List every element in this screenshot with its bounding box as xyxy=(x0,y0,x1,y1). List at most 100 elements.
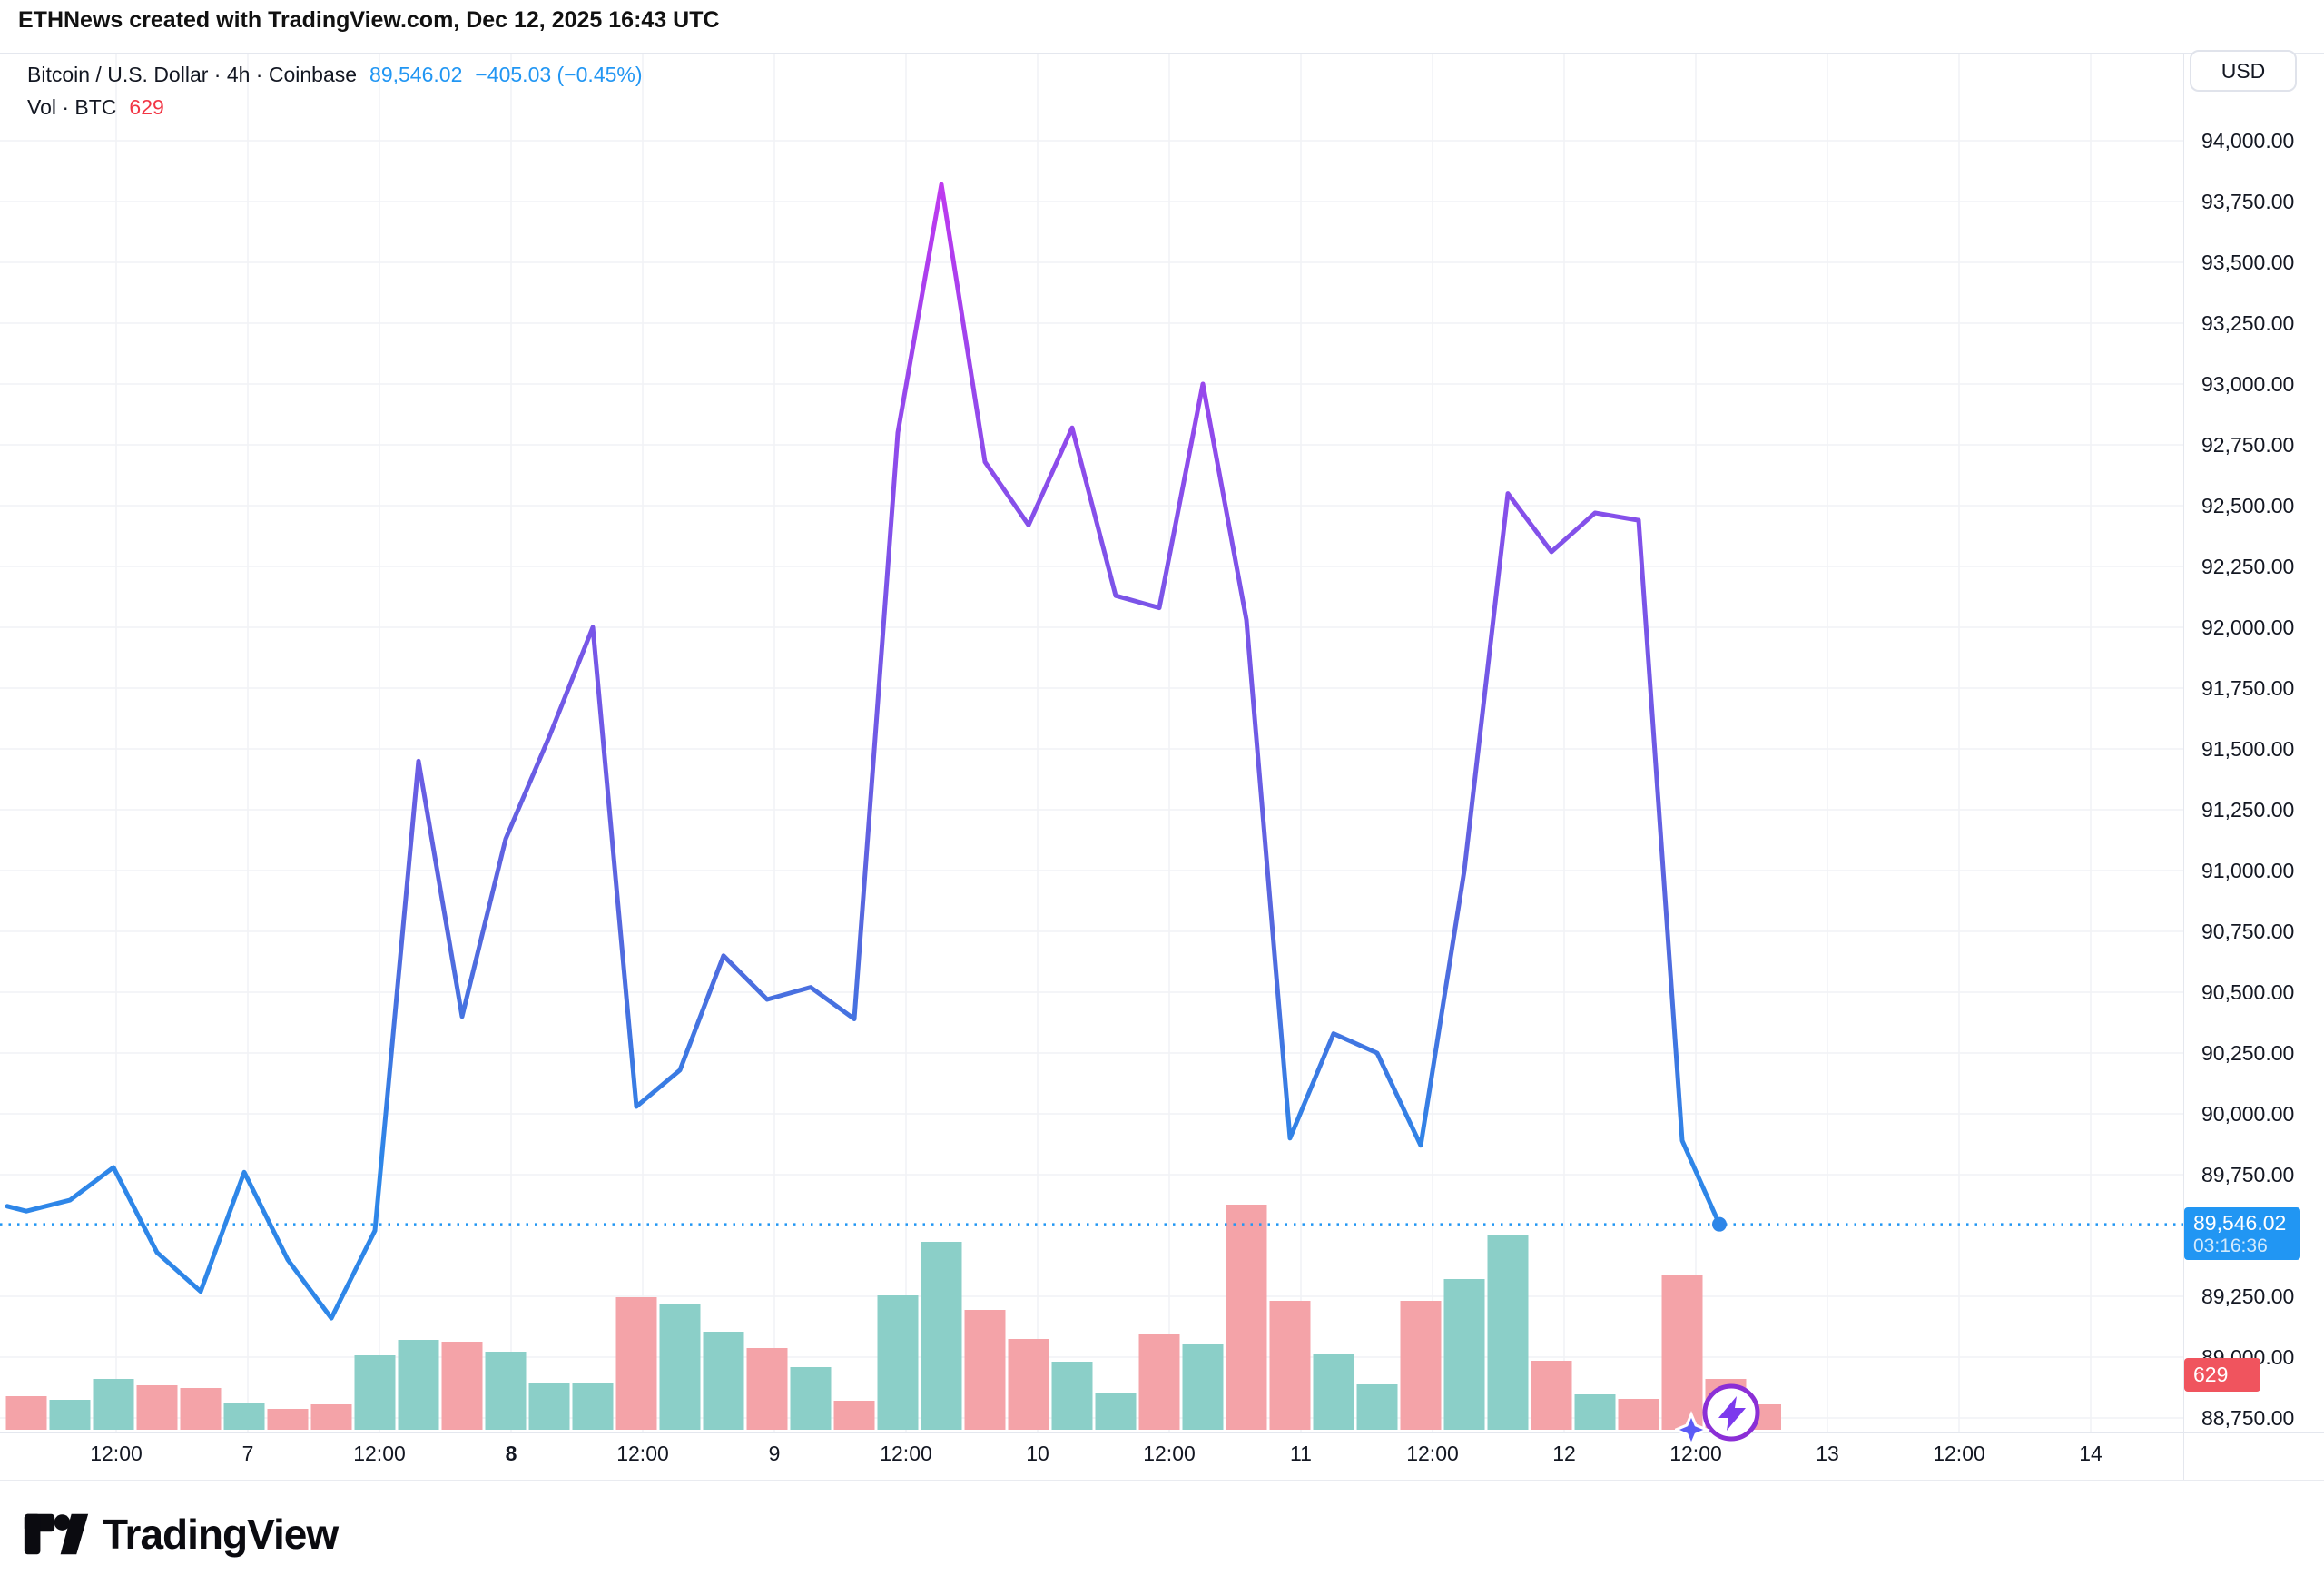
volume-bar xyxy=(267,1409,309,1430)
volume-bar xyxy=(1400,1301,1442,1430)
time-tick-label: 8 xyxy=(505,1442,517,1465)
chart-legend: Bitcoin / U.S. Dollar · 4h · Coinbase 89,… xyxy=(27,58,643,123)
volume-bar xyxy=(398,1340,439,1430)
legend-volume-row[interactable]: Vol · BTC 629 xyxy=(27,91,643,123)
price-tick-label: 93,750.00 xyxy=(2201,190,2295,213)
time-tick-label: 12:00 xyxy=(1669,1442,1722,1465)
volume-bar xyxy=(790,1367,832,1430)
last-price-dot xyxy=(1712,1216,1727,1232)
volume-bar xyxy=(1618,1399,1659,1430)
volume-bar xyxy=(1487,1235,1529,1430)
price-tick-label: 90,000.00 xyxy=(2201,1102,2295,1126)
volume-bar xyxy=(1095,1393,1137,1430)
time-axis[interactable]: 12:00 7 12:00 8 12:00 9 12:00 10 12:00 11 12:00 12 1… xyxy=(0,1442,2183,1480)
price-tick-label: 89,250.00 xyxy=(2201,1285,2295,1308)
volume-bar xyxy=(1008,1339,1049,1430)
time-tick-label: 12 xyxy=(1552,1442,1576,1465)
legend-last-price: 89,546.02 xyxy=(369,63,463,86)
price-tick-label: 93,250.00 xyxy=(2201,311,2295,335)
legend-change: −405.03 (−0.45%) xyxy=(475,63,643,86)
volume-bar xyxy=(877,1295,919,1430)
currency-usd-button[interactable]: USD xyxy=(2190,50,2297,92)
volume-bar xyxy=(1051,1362,1093,1430)
volume-bar xyxy=(136,1385,178,1430)
volume-bar xyxy=(180,1388,222,1430)
volume-bar xyxy=(1269,1301,1311,1430)
price-tick-label: 89,750.00 xyxy=(2201,1163,2295,1186)
time-tick-label: 12:00 xyxy=(616,1442,669,1465)
time-tick-label: 12:00 xyxy=(1143,1442,1196,1465)
time-axis-border xyxy=(0,1432,2324,1433)
price-tick-label: 91,000.00 xyxy=(2201,859,2295,882)
time-tick-label: 14 xyxy=(2079,1442,2102,1465)
legend-symbol-row[interactable]: Bitcoin / U.S. Dollar · 4h · Coinbase 89,… xyxy=(27,58,643,91)
current-price-value: 89,546.02 xyxy=(2193,1211,2287,1235)
volume-bar xyxy=(1313,1354,1354,1430)
tradingview-logo-text: TradingView xyxy=(103,1511,339,1558)
volume-bar xyxy=(1531,1361,1572,1430)
current-volume-tag: 629 xyxy=(2184,1358,2260,1392)
time-tick-label: 12:00 xyxy=(353,1442,406,1465)
price-tick-label: 88,750.00 xyxy=(2201,1406,2295,1430)
price-tick-label: 93,000.00 xyxy=(2201,372,2295,396)
price-tick-label: 92,250.00 xyxy=(2201,555,2295,578)
price-axis[interactable]: 94,000.00 93,750.00 93,500.00 93,250.00 93,0… xyxy=(2183,0,2324,1480)
price-tick-label: 90,250.00 xyxy=(2201,1041,2295,1065)
volume-bar xyxy=(93,1379,134,1430)
sparkle-star-icon xyxy=(1675,1411,1710,1449)
volume-bar xyxy=(5,1396,47,1430)
volume-bar xyxy=(659,1304,701,1430)
symbol-title: Bitcoin / U.S. Dollar · 4h · Coinbase xyxy=(27,63,358,86)
volume-bar xyxy=(746,1348,788,1430)
volume-bar xyxy=(615,1297,657,1430)
boost-widget[interactable] xyxy=(1675,1378,1766,1451)
time-tick-label: 13 xyxy=(1816,1442,1839,1465)
tradingview-mark-icon xyxy=(24,1513,89,1555)
price-tick-label: 93,500.00 xyxy=(2201,251,2295,274)
volume-bar xyxy=(441,1342,483,1430)
volume-bar xyxy=(1138,1334,1180,1430)
volume-bar xyxy=(1443,1279,1485,1430)
volume-bar xyxy=(223,1403,265,1430)
time-tick-label: 12:00 xyxy=(1933,1442,1985,1465)
volume-bar xyxy=(1356,1384,1398,1430)
price-tick-label: 91,250.00 xyxy=(2201,798,2295,822)
time-tick-label: 12:00 xyxy=(880,1442,932,1465)
volume-bar xyxy=(572,1383,614,1430)
time-tick-label: 12:00 xyxy=(90,1442,143,1465)
current-volume-value: 629 xyxy=(2193,1363,2229,1386)
volume-bar xyxy=(1574,1394,1616,1430)
volume-bar xyxy=(833,1401,875,1430)
time-axis-bottom-border xyxy=(0,1480,2324,1481)
volume-bar xyxy=(1661,1275,1703,1430)
bar-countdown: 03:16:36 xyxy=(2193,1235,2268,1256)
tradingview-logo[interactable]: TradingView xyxy=(23,1509,339,1560)
time-tick-label: 11 xyxy=(1290,1442,1312,1465)
volume-bar xyxy=(1226,1205,1267,1430)
price-tick-label: 91,750.00 xyxy=(2201,676,2295,700)
price-line xyxy=(5,182,1722,1321)
chart-top-border xyxy=(0,53,2324,54)
price-tick-label: 92,750.00 xyxy=(2201,433,2295,457)
volume-bar xyxy=(921,1242,962,1430)
price-tick-label: 90,500.00 xyxy=(2201,980,2295,1004)
volume-bar xyxy=(49,1400,91,1430)
volume-bar xyxy=(964,1310,1006,1430)
volume-row-label: Vol · BTC xyxy=(27,95,117,119)
time-tick-label: 12:00 xyxy=(1406,1442,1459,1465)
price-tick-label: 91,500.00 xyxy=(2201,737,2295,761)
price-tick-label: 92,500.00 xyxy=(2201,494,2295,517)
price-tick-label: 90,750.00 xyxy=(2201,920,2295,943)
price-tick-label: 94,000.00 xyxy=(2201,129,2295,153)
volume-bar xyxy=(485,1352,527,1430)
price-axis-separator xyxy=(2183,53,2184,1480)
price-tick-label: 92,000.00 xyxy=(2201,615,2295,639)
lightning-circle-icon[interactable] xyxy=(1702,1383,1760,1442)
volume-bar xyxy=(310,1404,352,1430)
volume-bar xyxy=(703,1332,744,1430)
current-price-tag: 89,546.02 03:16:36 xyxy=(2184,1207,2300,1260)
page-title: ETHNews created with TradingView.com, De… xyxy=(18,7,720,33)
volume-bar xyxy=(354,1355,396,1430)
time-tick-label: 7 xyxy=(241,1442,254,1465)
